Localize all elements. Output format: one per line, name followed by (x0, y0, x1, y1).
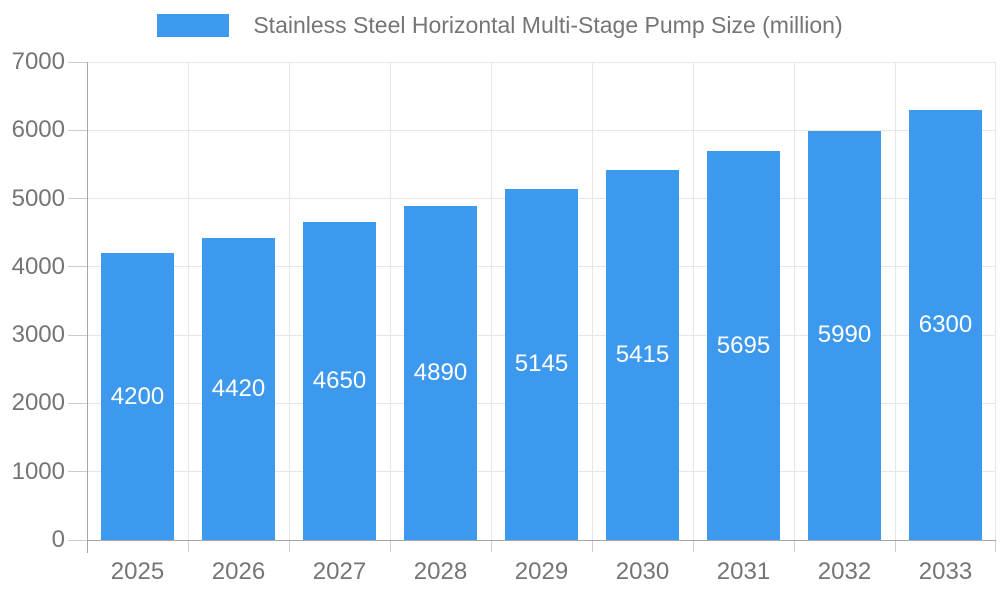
x-gridline (895, 62, 896, 540)
bar-value-label: 4650 (312, 367, 367, 395)
x-axis-tick (188, 540, 189, 552)
y-axis-tick-label: 7000 (11, 48, 65, 75)
x-axis-tick (592, 540, 593, 552)
bar-value-label: 5695 (716, 331, 771, 359)
bar-value-label: 4890 (413, 359, 468, 387)
x-axis-tick (794, 540, 795, 552)
bar-value-label: 5145 (514, 350, 569, 378)
x-gridline (693, 62, 694, 540)
plot-area: 0 1000 2000 3000 4000 5000 6000 7000 4200 2025 442… (12, 50, 996, 584)
y-axis-tick-label: 1000 (11, 457, 65, 485)
bar-2030[interactable]: 5415 (606, 170, 679, 540)
y-axis-tick-label: 0 (51, 526, 65, 553)
y-axis-tick-label: 3000 (11, 321, 65, 349)
x-axis-tick (390, 540, 391, 552)
x-gridline (188, 62, 189, 540)
y-axis-tick-label: 5000 (11, 184, 65, 212)
x-axis-category-label: 2031 (716, 558, 771, 585)
x-axis-line (87, 540, 996, 541)
x-axis-category-label: 2030 (615, 558, 670, 585)
x-axis-category-label: 2027 (312, 558, 367, 585)
legend-swatch-icon (157, 14, 230, 37)
bar-2025[interactable]: 4200 (101, 253, 174, 540)
bar-2028[interactable]: 4890 (404, 206, 477, 540)
bar-2031[interactable]: 5695 (707, 151, 780, 540)
y-axis-tick (68, 334, 87, 336)
x-axis-category-label: 2025 (110, 558, 165, 585)
y-axis-tick (68, 266, 87, 268)
x-axis-tick (491, 540, 492, 552)
x-axis-category-label: 2033 (918, 558, 973, 585)
bar-value-label: 6300 (918, 310, 973, 338)
x-axis-category-label: 2026 (211, 558, 266, 585)
y-axis-tick-label: 2000 (11, 389, 65, 417)
bar-2027[interactable]: 4650 (303, 222, 376, 540)
x-axis-tick (995, 540, 996, 552)
x-gridline (592, 62, 593, 540)
x-axis-category-label: 2028 (413, 558, 468, 585)
x-axis-tick (693, 540, 694, 552)
x-axis-category-label: 2032 (817, 558, 872, 585)
bar-value-label: 5990 (817, 321, 872, 349)
bar-2032[interactable]: 5990 (808, 130, 881, 540)
x-gridline (390, 62, 391, 540)
x-axis-tick (289, 540, 290, 552)
y-axis-tick (68, 402, 87, 404)
x-gridline (491, 62, 492, 540)
y-axis-tick-label: 6000 (11, 116, 65, 144)
legend-series-label: Stainless Steel Horizontal Multi-Stage P… (253, 12, 843, 38)
bar-2033[interactable]: 6300 (909, 109, 982, 540)
bar-value-label: 5415 (615, 341, 670, 369)
x-axis-tick (895, 540, 896, 552)
y-axis-tick (68, 61, 87, 63)
y-gridline (87, 61, 996, 63)
y-axis-tick (68, 471, 87, 473)
y-axis-tick-label: 4000 (11, 252, 65, 280)
bar-value-label: 4420 (211, 375, 266, 403)
x-gridline (995, 62, 996, 540)
y-axis-tick (68, 129, 87, 131)
y-axis-tick (68, 198, 87, 200)
x-gridline (794, 62, 795, 540)
legend[interactable]: Stainless Steel Horizontal Multi-Stage P… (0, 12, 1000, 39)
bar-2029[interactable]: 5145 (505, 188, 578, 540)
bar-value-label: 4200 (110, 382, 165, 410)
y-gridline (87, 129, 996, 131)
y-axis-line (87, 62, 88, 553)
y-axis-tick (68, 539, 87, 541)
x-axis-category-label: 2029 (514, 558, 569, 585)
x-gridline (289, 62, 290, 540)
bar-2026[interactable]: 4420 (202, 238, 275, 540)
